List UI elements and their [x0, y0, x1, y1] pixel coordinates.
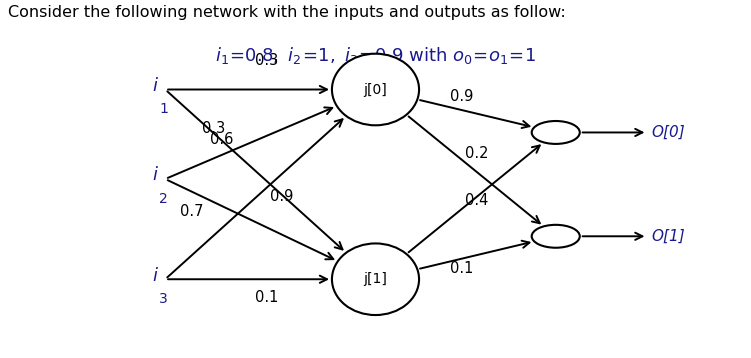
Text: 0.2: 0.2	[465, 146, 489, 161]
Text: i: i	[152, 267, 158, 285]
Text: 2: 2	[159, 192, 168, 205]
Text: $i_1\!=\!0.8,\ i_2\!=\!1,\ i_3\!=\!0.9\ \mathrm{with}\ o_0\!=\!o_1\!=\!1$: $i_1\!=\!0.8,\ i_2\!=\!1,\ i_3\!=\!0.9\ …	[215, 45, 536, 66]
Text: 0.9: 0.9	[270, 189, 294, 204]
Text: i: i	[152, 77, 158, 95]
Circle shape	[532, 225, 580, 248]
Text: 0.1: 0.1	[450, 261, 474, 276]
Text: 0.3: 0.3	[255, 53, 278, 68]
Circle shape	[532, 121, 580, 144]
Text: 0.1: 0.1	[255, 290, 279, 305]
Text: 0.7: 0.7	[179, 204, 204, 219]
Text: i: i	[152, 166, 158, 184]
Text: j[1]: j[1]	[363, 272, 388, 286]
Text: 3: 3	[159, 292, 168, 306]
Text: Consider the following network with the inputs and outputs as follow:: Consider the following network with the …	[8, 5, 566, 20]
Text: O[0]: O[0]	[651, 125, 685, 140]
Text: 0.6: 0.6	[210, 132, 234, 147]
Text: 0.3: 0.3	[203, 121, 225, 136]
Ellipse shape	[332, 54, 419, 125]
Text: j[0]: j[0]	[363, 82, 388, 97]
Text: 0.9: 0.9	[450, 89, 474, 104]
Text: O[1]: O[1]	[651, 229, 685, 244]
Text: 1: 1	[159, 102, 168, 116]
Ellipse shape	[332, 243, 419, 315]
Text: 0.4: 0.4	[465, 193, 489, 208]
